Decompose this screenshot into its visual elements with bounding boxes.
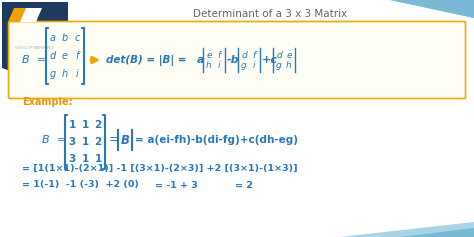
Text: g: g: [50, 69, 56, 79]
Text: d: d: [276, 50, 282, 59]
Text: Determinant of a 3 x 3 Matrix: Determinant of a 3 x 3 Matrix: [193, 9, 347, 19]
Text: e: e: [286, 50, 292, 59]
Text: g: g: [276, 60, 282, 69]
Text: +c: +c: [262, 55, 278, 65]
Text: det(B) = |B| =: det(B) = |B| =: [106, 55, 186, 65]
Text: c: c: [74, 33, 80, 43]
Text: 1: 1: [82, 120, 89, 130]
Text: d: d: [50, 51, 56, 61]
Text: e: e: [62, 51, 68, 61]
Text: f: f: [218, 50, 220, 59]
Text: B: B: [120, 133, 129, 146]
Text: i: i: [218, 60, 220, 69]
Text: SCHOOL OF MATHEMATICS: SCHOOL OF MATHEMATICS: [15, 46, 55, 50]
Text: h: h: [206, 60, 212, 69]
Text: g: g: [241, 60, 247, 69]
Text: 2: 2: [94, 137, 101, 147]
Text: i: i: [253, 60, 255, 69]
Text: SOM: SOM: [21, 33, 49, 43]
Text: = 1(-1)  -1 (-3)  +2 (0): = 1(-1) -1 (-3) +2 (0): [22, 181, 139, 190]
Polygon shape: [8, 8, 30, 22]
Text: e: e: [206, 50, 212, 59]
Polygon shape: [20, 8, 42, 22]
Text: = -1 + 3: = -1 + 3: [155, 181, 198, 190]
Text: = 2: = 2: [235, 181, 253, 190]
Text: i: i: [76, 69, 78, 79]
Text: h: h: [286, 60, 292, 69]
Text: -b: -b: [227, 55, 240, 65]
Text: B  =: B =: [22, 55, 46, 65]
Polygon shape: [340, 222, 474, 237]
Text: 1: 1: [94, 154, 101, 164]
Text: 2: 2: [94, 120, 101, 130]
Polygon shape: [400, 228, 474, 237]
Polygon shape: [2, 2, 68, 80]
Text: = [1(1×1)-(2×1)] -1 [(3×1)-(2×3)] +2 [(3×1)-(1×3)]: = [1(1×1)-(2×1)] -1 [(3×1)-(2×3)] +2 [(3…: [22, 164, 298, 173]
Text: 3: 3: [68, 154, 76, 164]
Text: f: f: [75, 51, 79, 61]
Text: Example:: Example:: [22, 97, 73, 107]
FancyBboxPatch shape: [9, 22, 465, 99]
Text: =: =: [109, 133, 119, 146]
Text: b: b: [62, 33, 68, 43]
Text: = a(ei-fh)-b(di-fg)+c(dh-eg): = a(ei-fh)-b(di-fg)+c(dh-eg): [135, 135, 298, 145]
Text: d: d: [241, 50, 247, 59]
Text: 1: 1: [82, 154, 89, 164]
Polygon shape: [290, 0, 474, 18]
Text: a: a: [197, 55, 204, 65]
Text: 3: 3: [68, 137, 76, 147]
Text: f: f: [253, 50, 255, 59]
Polygon shape: [390, 0, 474, 18]
Text: B  =: B =: [42, 135, 66, 145]
Text: 1: 1: [82, 137, 89, 147]
Text: 1: 1: [68, 120, 76, 130]
Text: a: a: [50, 33, 56, 43]
Text: h: h: [62, 69, 68, 79]
